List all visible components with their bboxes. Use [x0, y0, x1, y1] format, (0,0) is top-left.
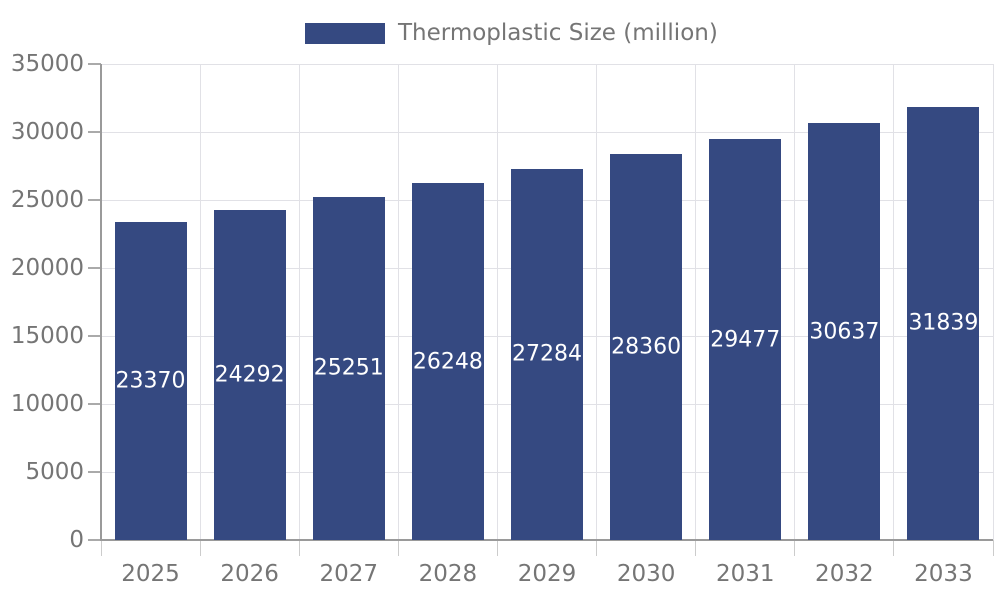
x-gridline	[992, 64, 994, 540]
y-tick	[88, 63, 101, 65]
x-tick	[298, 540, 300, 556]
x-tick	[596, 540, 598, 556]
bar-value-label: 29477	[710, 327, 781, 353]
y-tick-label: 35000	[10, 51, 84, 77]
x-tick-label: 2028	[418, 561, 478, 587]
y-tick	[88, 199, 101, 201]
bar-2030	[610, 154, 683, 540]
y-tick	[88, 335, 101, 337]
x-gridline	[496, 64, 498, 540]
x-axis-line	[100, 539, 993, 541]
y-tick-label: 5000	[25, 459, 84, 485]
y-tick-label: 25000	[10, 187, 84, 213]
x-tick-label: 2025	[121, 561, 180, 587]
bar-2027	[312, 196, 385, 540]
y-tick-label: 15000	[10, 323, 84, 349]
legend-swatch	[305, 22, 385, 44]
x-gridline	[199, 64, 201, 540]
x-tick	[992, 540, 994, 556]
y-axis-line	[100, 64, 102, 541]
x-gridline	[298, 64, 300, 540]
x-gridline	[397, 64, 399, 540]
y-gridline	[101, 131, 993, 133]
bar-value-label: 23370	[115, 368, 186, 394]
bar-value-label: 25251	[313, 355, 384, 381]
x-tick-label: 2033	[914, 561, 973, 587]
bar-2033	[907, 106, 980, 540]
x-tick-label: 2030	[616, 561, 676, 587]
x-tick	[199, 540, 201, 556]
x-gridline	[794, 64, 796, 540]
x-tick	[100, 540, 102, 556]
x-tick-label: 2032	[815, 561, 874, 587]
y-tick	[88, 471, 101, 473]
legend-label: Thermoplastic Size (million)	[398, 20, 718, 46]
bar-value-label: 27284	[512, 341, 582, 367]
y-tick	[88, 131, 101, 133]
y-tick-label: 0	[69, 527, 84, 553]
x-tick-label: 2029	[517, 561, 577, 587]
y-tick-label: 10000	[10, 391, 84, 417]
x-tick-label: 2027	[319, 561, 379, 587]
bar-value-label: 31839	[908, 310, 979, 336]
y-tick	[88, 267, 101, 269]
x-gridline	[596, 64, 598, 540]
bar-value-label: 28360	[611, 334, 682, 360]
bar-2025	[114, 222, 187, 540]
x-tick-label: 2031	[715, 561, 775, 587]
x-tick-label: 2026	[220, 561, 279, 587]
bar-2031	[709, 139, 782, 540]
x-tick	[893, 540, 895, 556]
y-tick	[88, 539, 101, 541]
legend: Thermoplastic Size (million)	[305, 20, 718, 46]
bar-2026	[213, 209, 286, 540]
y-gridline	[101, 63, 993, 65]
y-tick	[88, 403, 101, 405]
bar-2029	[511, 168, 583, 540]
x-gridline	[695, 64, 697, 540]
bar-2032	[808, 123, 881, 540]
y-tick-label: 30000	[10, 119, 84, 145]
x-tick	[794, 540, 796, 556]
y-tick-label: 20000	[10, 255, 84, 281]
x-tick	[695, 540, 697, 556]
x-tick	[496, 540, 498, 556]
x-gridline	[893, 64, 895, 540]
x-tick	[397, 540, 399, 556]
bar-value-label: 26248	[412, 349, 483, 374]
bar-2028	[411, 183, 484, 540]
bar-value-label: 24292	[214, 362, 285, 388]
bar-value-label: 30637	[809, 319, 880, 345]
